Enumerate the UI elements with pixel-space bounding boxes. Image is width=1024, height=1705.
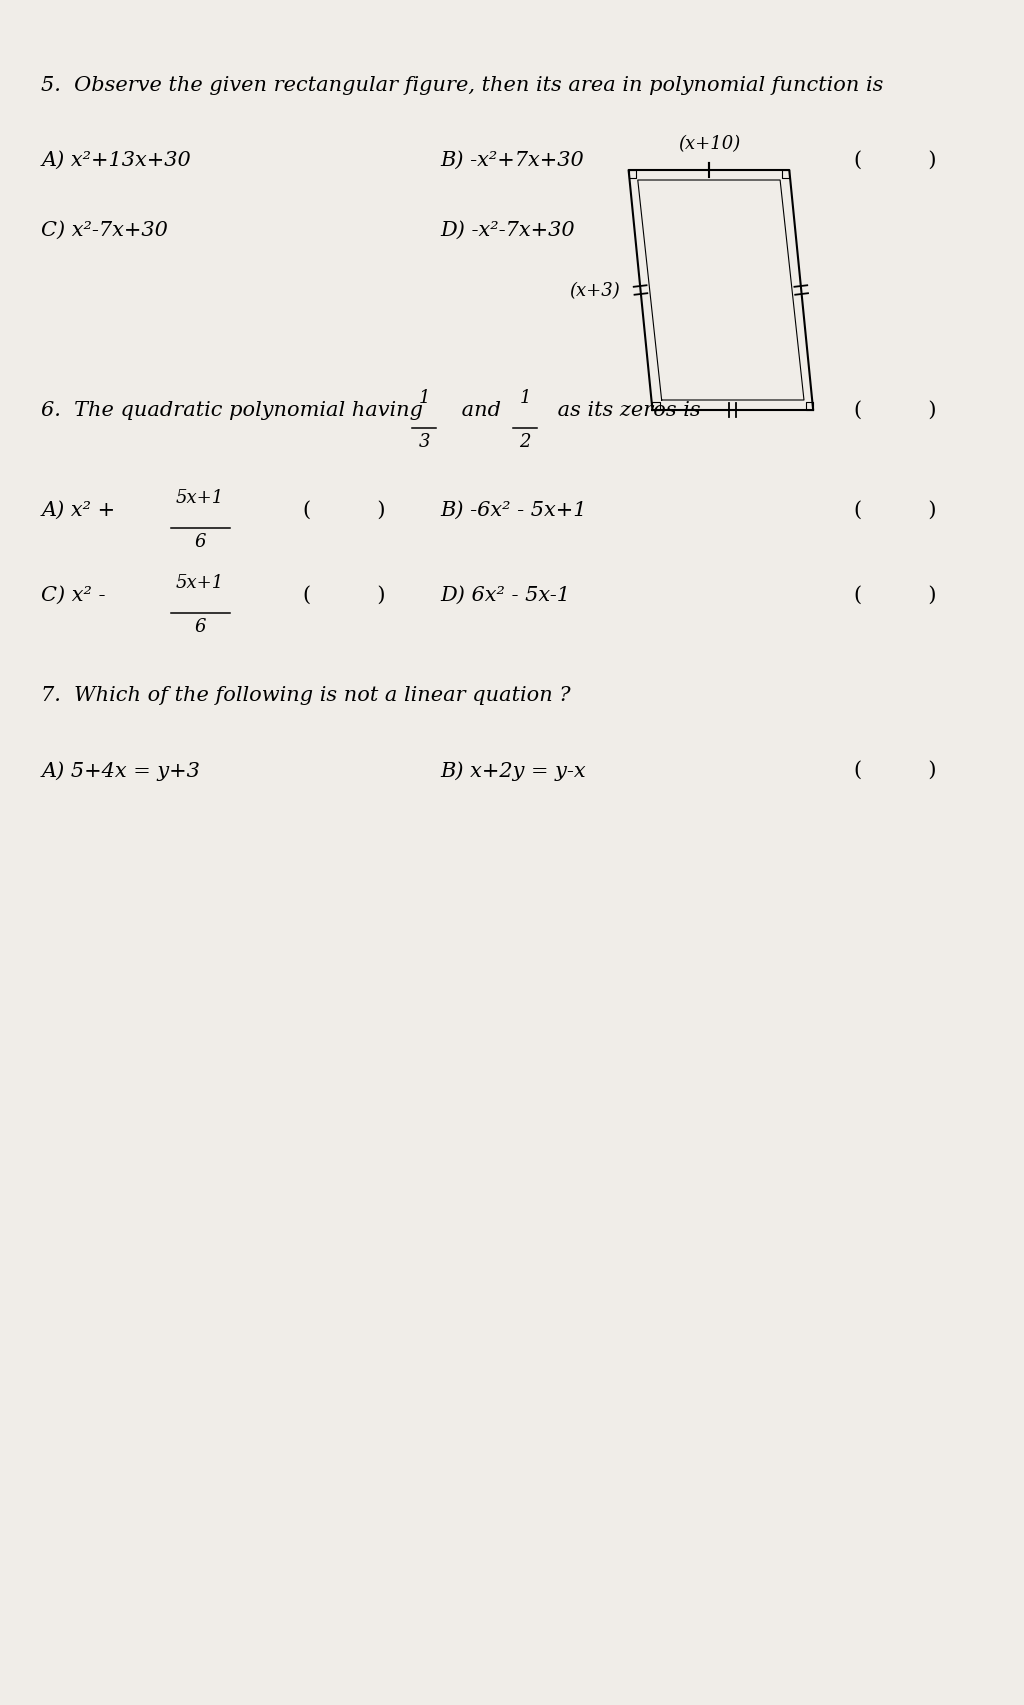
Text: B) -x²+7x+30: B) -x²+7x+30 <box>440 152 585 171</box>
Text: and: and <box>455 401 501 419</box>
Text: (          ): ( ) <box>303 585 386 605</box>
Text: 6.  The quadratic polynomial having: 6. The quadratic polynomial having <box>41 401 423 419</box>
Text: A) 5+4x = y+3: A) 5+4x = y+3 <box>41 760 201 781</box>
Text: 6: 6 <box>195 617 206 636</box>
Text: B) -6x² - 5x+1: B) -6x² - 5x+1 <box>440 501 588 520</box>
Text: 5.  Observe the given rectangular figure, then its area in polynomial function i: 5. Observe the given rectangular figure,… <box>41 77 884 95</box>
Text: D) 6x² - 5x-1: D) 6x² - 5x-1 <box>440 585 570 605</box>
Text: 5x+1: 5x+1 <box>176 489 224 506</box>
Text: (          ): ( ) <box>854 401 937 419</box>
Text: 6: 6 <box>195 532 206 551</box>
Text: 1: 1 <box>419 389 430 407</box>
Text: (x+3): (x+3) <box>569 281 620 300</box>
Text: C) x² -: C) x² - <box>41 585 105 605</box>
Text: (          ): ( ) <box>303 501 386 520</box>
Text: 1: 1 <box>519 389 531 407</box>
Text: 5x+1: 5x+1 <box>176 573 224 592</box>
Text: (          ): ( ) <box>854 760 937 779</box>
Text: A) x² +: A) x² + <box>41 501 116 520</box>
Text: 3: 3 <box>419 433 430 450</box>
Text: (          ): ( ) <box>854 585 937 605</box>
Text: as its zeros is: as its zeros is <box>551 401 700 419</box>
Text: 2: 2 <box>519 433 531 450</box>
Text: (x+10): (x+10) <box>678 135 740 153</box>
Text: C) x²-7x+30: C) x²-7x+30 <box>41 222 168 240</box>
Text: A) x²+13x+30: A) x²+13x+30 <box>41 152 191 171</box>
Text: 7.  Which of the following is not a linear quation ?: 7. Which of the following is not a linea… <box>41 685 571 704</box>
Text: (          ): ( ) <box>854 152 937 171</box>
Text: B) x+2y = y-x: B) x+2y = y-x <box>440 760 587 781</box>
Text: D) -x²-7x+30: D) -x²-7x+30 <box>440 222 575 240</box>
Text: (          ): ( ) <box>854 501 937 520</box>
